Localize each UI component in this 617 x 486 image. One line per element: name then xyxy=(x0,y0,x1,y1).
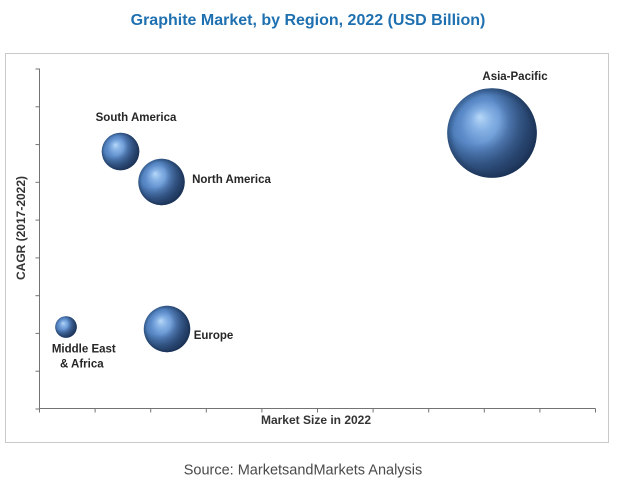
svg-text:North America: North America xyxy=(192,174,271,186)
svg-text:CAGR (2017-2022): CAGR (2017-2022) xyxy=(14,176,28,280)
svg-text:Europe: Europe xyxy=(194,330,234,342)
svg-text:South America: South America xyxy=(96,112,177,124)
svg-text:Asia-Pacific: Asia-Pacific xyxy=(482,71,548,83)
svg-text:Market Size in 2022: Market Size in 2022 xyxy=(261,413,371,427)
svg-text:Graphite Market, by Region, 20: Graphite Market, by Region, 2022 (USD Bi… xyxy=(131,12,486,29)
svg-text:Source: MarketsandMarkets Anal: Source: MarketsandMarkets Analysis xyxy=(184,463,423,479)
svg-text:& Africa: & Africa xyxy=(60,359,104,371)
svg-text:Middle East: Middle East xyxy=(52,344,116,356)
